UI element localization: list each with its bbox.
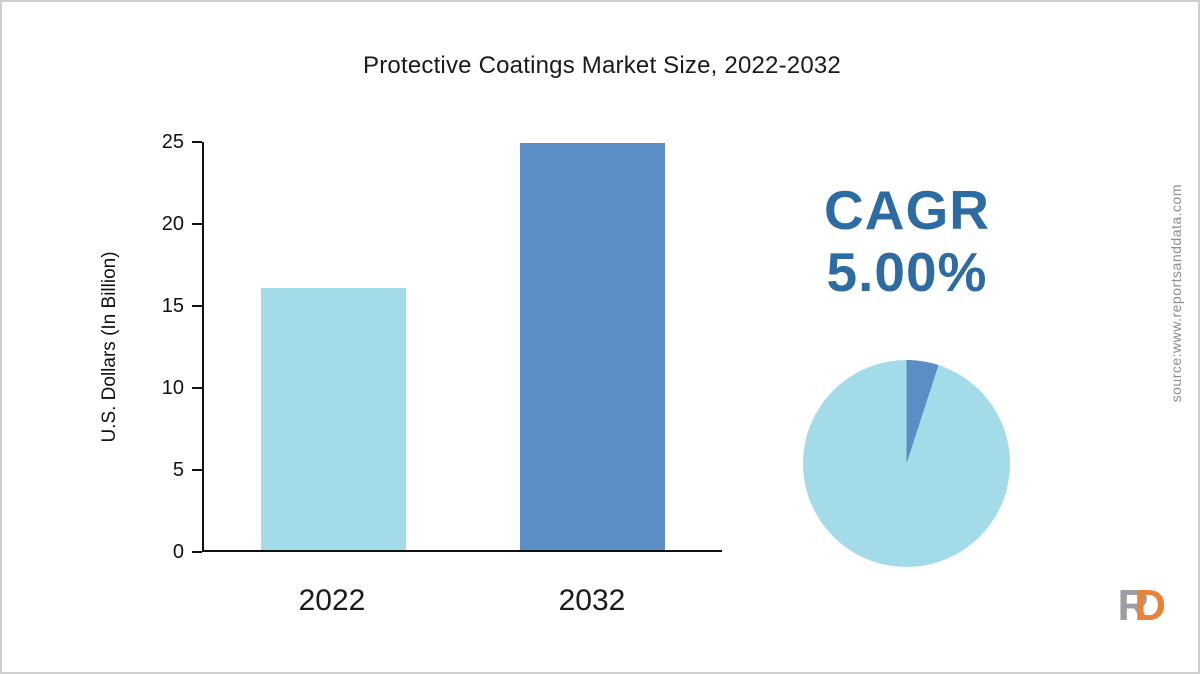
y-tick-mark [192, 141, 202, 143]
bars-row [204, 142, 722, 550]
bar-2032 [520, 143, 665, 550]
y-tick-label: 20 [161, 213, 184, 235]
bar-slot [463, 142, 722, 550]
y-tick-mark [192, 469, 202, 471]
y-tick-mark [192, 305, 202, 307]
y-tick-label: 0 [172, 541, 184, 563]
chart-title: Protective Coatings Market Size, 2022-20… [363, 52, 841, 79]
y-axis-title: U.S. Dollars (In Billion) [99, 251, 120, 443]
y-tick-label: 5 [172, 459, 184, 481]
cagr-value: 5.00% [826, 240, 988, 303]
x-category-label: 2022 [298, 584, 366, 617]
y-tick-mark [192, 551, 202, 553]
y-tick-mark [192, 387, 202, 389]
y-tick-label: 25 [161, 131, 184, 153]
source-credit: source:www.reportsanddata.com [1168, 184, 1184, 403]
bar-slot [204, 142, 463, 550]
y-tick-label: 15 [161, 295, 184, 317]
cagr-block: CAGR 5.00% [757, 179, 1057, 303]
logo-letter-d: D [1134, 581, 1166, 630]
logo: RD [1117, 584, 1166, 628]
y-tick-mark [192, 223, 202, 225]
x-category-label: 2032 [558, 584, 626, 617]
category-row: 2022 2032 [202, 584, 722, 618]
y-tick-label: 10 [161, 377, 184, 399]
cagr-pie-chart [803, 360, 1010, 567]
bar-plot: 0 5 10 15 20 25 [162, 131, 722, 563]
bar-2022 [261, 287, 406, 550]
cagr-label: CAGR [824, 179, 990, 241]
logo-letter-r: R [1117, 581, 1150, 630]
